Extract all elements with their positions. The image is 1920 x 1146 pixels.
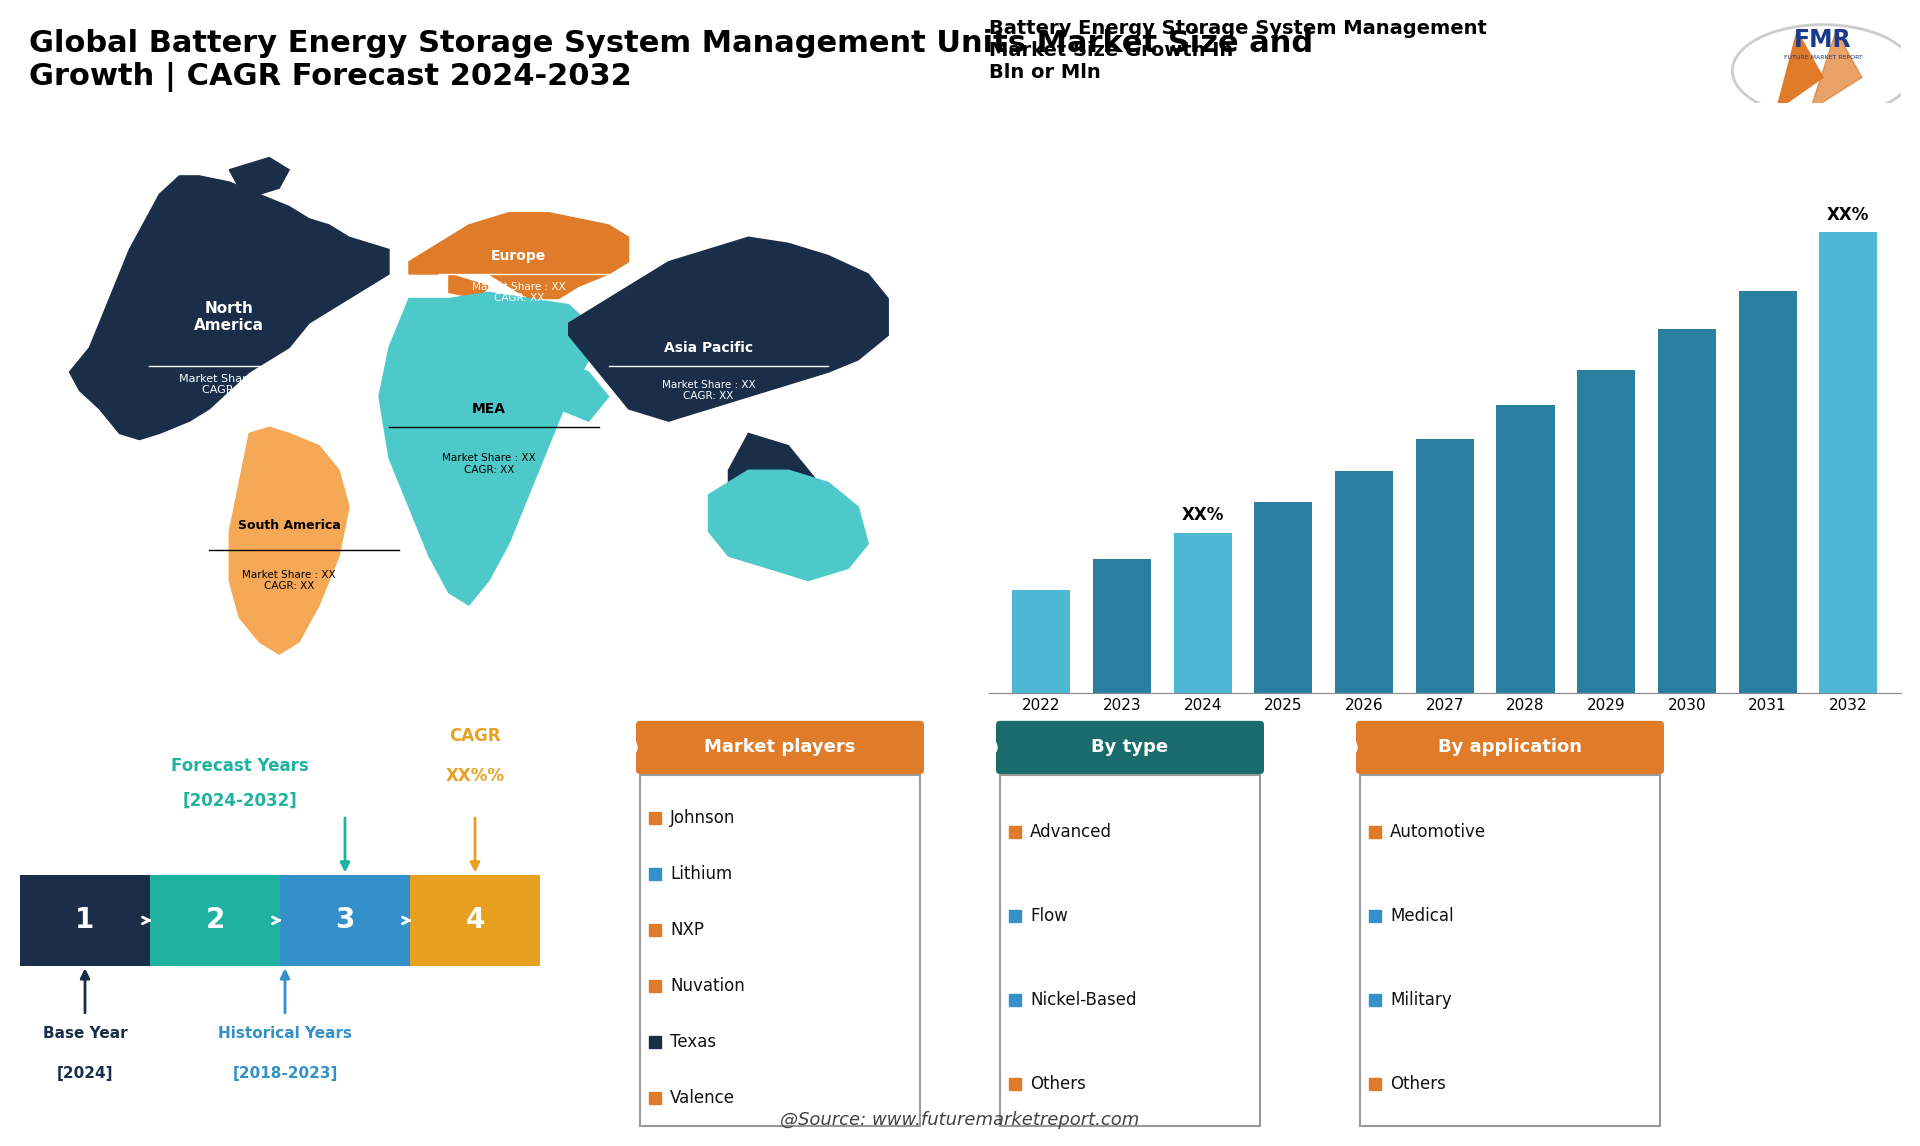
- Text: XX%%: XX%%: [445, 767, 505, 785]
- Text: Market Share : XX
CAGR: XX: Market Share : XX CAGR: XX: [472, 282, 566, 304]
- Polygon shape: [1776, 31, 1824, 110]
- Text: Johnson: Johnson: [670, 809, 735, 827]
- Text: [2024]: [2024]: [58, 1066, 113, 1081]
- Polygon shape: [228, 157, 290, 195]
- Text: Europe: Europe: [492, 249, 547, 262]
- Text: 4: 4: [465, 906, 484, 934]
- Polygon shape: [528, 360, 609, 421]
- Text: MEA: MEA: [472, 402, 505, 416]
- Text: XX%: XX%: [1828, 206, 1870, 223]
- Text: [2024-2032]: [2024-2032]: [182, 792, 298, 810]
- Text: By application: By application: [1438, 738, 1582, 756]
- FancyBboxPatch shape: [1356, 721, 1665, 774]
- Bar: [1657, 329, 1716, 693]
- Bar: [1334, 471, 1394, 693]
- Text: Battery Energy Storage System Management
Market Size Growth In
Bln or Mln: Battery Energy Storage System Management…: [989, 19, 1486, 83]
- Text: NXP: NXP: [670, 921, 705, 939]
- FancyBboxPatch shape: [636, 721, 924, 774]
- Text: Base Year: Base Year: [42, 1026, 127, 1041]
- Bar: [1496, 406, 1555, 693]
- Text: 1: 1: [75, 906, 94, 934]
- Bar: [1576, 370, 1636, 693]
- Text: Others: Others: [1029, 1075, 1087, 1093]
- Text: Nickel-Based: Nickel-Based: [1029, 991, 1137, 1008]
- FancyBboxPatch shape: [411, 876, 540, 965]
- Text: Automotive: Automotive: [1390, 823, 1486, 841]
- Bar: [1173, 533, 1233, 693]
- Polygon shape: [728, 433, 828, 532]
- Polygon shape: [378, 292, 589, 605]
- Text: Market Share : XX
CAGR: XX: Market Share : XX CAGR: XX: [242, 570, 336, 591]
- Circle shape: [618, 738, 637, 756]
- Text: Military: Military: [1390, 991, 1452, 1008]
- Bar: [1740, 291, 1797, 693]
- Polygon shape: [568, 237, 889, 421]
- Bar: [1092, 558, 1150, 693]
- Polygon shape: [449, 274, 490, 298]
- Text: Medical: Medical: [1390, 906, 1453, 925]
- Polygon shape: [708, 470, 868, 581]
- Text: Advanced: Advanced: [1029, 823, 1112, 841]
- Text: Asia Pacific: Asia Pacific: [664, 340, 753, 354]
- Text: FUTURE MARKET REPORT: FUTURE MARKET REPORT: [1784, 55, 1862, 60]
- Text: Flow: Flow: [1029, 906, 1068, 925]
- Text: 3: 3: [336, 906, 355, 934]
- Polygon shape: [409, 213, 628, 298]
- Circle shape: [1338, 738, 1357, 756]
- Text: FMR: FMR: [1793, 29, 1853, 53]
- Text: By type: By type: [1091, 738, 1169, 756]
- Text: Market Share : XX
CAGR: XX: Market Share : XX CAGR: XX: [442, 454, 536, 474]
- Text: Others: Others: [1390, 1075, 1446, 1093]
- Text: XX%: XX%: [1181, 507, 1223, 525]
- Polygon shape: [1811, 31, 1862, 110]
- Text: Texas: Texas: [670, 1033, 716, 1051]
- Text: CAGR: CAGR: [449, 727, 501, 745]
- FancyBboxPatch shape: [996, 721, 1263, 774]
- Bar: [1820, 233, 1878, 693]
- Bar: [1415, 439, 1475, 693]
- Text: Market Share : XX
CAGR: XX: Market Share : XX CAGR: XX: [179, 374, 280, 395]
- FancyBboxPatch shape: [280, 876, 411, 965]
- Text: Lithium: Lithium: [670, 865, 732, 884]
- Text: @Source: www.futuremarketreport.com: @Source: www.futuremarketreport.com: [780, 1110, 1140, 1129]
- Text: Global Battery Energy Storage System Management Units Market Size and
Growth | C: Global Battery Energy Storage System Man…: [29, 29, 1313, 92]
- Text: South America: South America: [238, 519, 340, 532]
- Polygon shape: [69, 175, 390, 440]
- Polygon shape: [228, 427, 349, 654]
- Text: Market players: Market players: [705, 738, 856, 756]
- Text: Market Share : XX
CAGR: XX: Market Share : XX CAGR: XX: [662, 379, 755, 401]
- Text: Historical Years: Historical Years: [219, 1026, 351, 1041]
- Text: 2: 2: [205, 906, 225, 934]
- Circle shape: [979, 738, 996, 756]
- Bar: [1012, 590, 1069, 693]
- Text: Forecast Years: Forecast Years: [171, 758, 309, 775]
- FancyBboxPatch shape: [150, 876, 280, 965]
- Text: North
America: North America: [194, 300, 265, 333]
- Text: [2018-2023]: [2018-2023]: [232, 1066, 338, 1081]
- FancyBboxPatch shape: [19, 876, 150, 965]
- Text: Valence: Valence: [670, 1089, 735, 1107]
- Bar: [1254, 502, 1313, 693]
- Text: Nuvation: Nuvation: [670, 978, 745, 995]
